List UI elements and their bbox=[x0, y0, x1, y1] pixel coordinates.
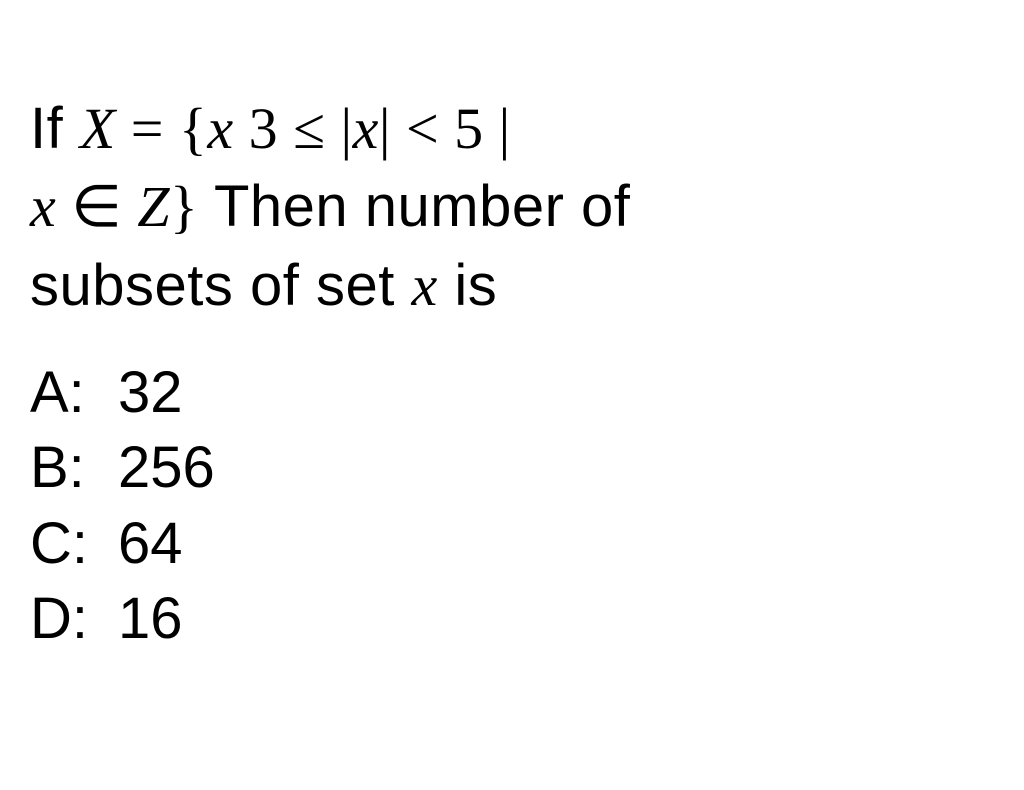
question-page: If X = {x 3 ≤ |x| < 5 | x ∈ Z} Then numb… bbox=[0, 0, 1024, 676]
sym-abs-close: | bbox=[379, 96, 391, 161]
option-a[interactable]: A: 32 bbox=[30, 355, 1004, 430]
var-x-abs: x bbox=[353, 96, 379, 161]
question-text: If X = {x 3 ≤ |x| < 5 | x ∈ Z} Then numb… bbox=[30, 90, 1004, 325]
option-c[interactable]: C: 64 bbox=[30, 506, 1004, 581]
option-d-label: D: bbox=[30, 581, 100, 656]
var-Z: Z bbox=[137, 174, 170, 239]
options-list: A: 32 B: 256 C: 64 D: 16 bbox=[30, 355, 1004, 657]
var-x-2: x bbox=[30, 174, 56, 239]
sym-lt: < bbox=[391, 96, 454, 161]
option-a-label: A: bbox=[30, 355, 100, 430]
sym-leq: ≤ bbox=[278, 96, 340, 161]
text-then: Then number of bbox=[198, 174, 630, 239]
spacer bbox=[234, 96, 249, 161]
text-is: is bbox=[438, 253, 498, 318]
option-d[interactable]: D: 16 bbox=[30, 581, 1004, 656]
var-x: x bbox=[207, 96, 233, 161]
sym-bar-end: | bbox=[484, 96, 511, 161]
option-c-label: C: bbox=[30, 506, 100, 581]
sym-in: ∈ bbox=[56, 174, 137, 239]
option-d-value: 16 bbox=[118, 581, 183, 656]
sym-rbrace: } bbox=[170, 174, 198, 239]
option-c-value: 64 bbox=[118, 506, 183, 581]
option-b[interactable]: B: 256 bbox=[30, 430, 1004, 505]
var-X: X bbox=[80, 96, 116, 161]
option-b-label: B: bbox=[30, 430, 100, 505]
var-x-3: x bbox=[411, 253, 437, 318]
num-5: 5 bbox=[454, 96, 484, 161]
option-b-value: 256 bbox=[118, 430, 215, 505]
num-3: 3 bbox=[249, 96, 279, 161]
option-a-value: 32 bbox=[118, 355, 183, 430]
sym-equals: = bbox=[116, 96, 179, 161]
sym-lbrace: { bbox=[179, 96, 207, 161]
text-subsets: subsets of set bbox=[30, 253, 411, 318]
word-if: If bbox=[30, 96, 80, 161]
sym-abs-open: | bbox=[340, 96, 352, 161]
